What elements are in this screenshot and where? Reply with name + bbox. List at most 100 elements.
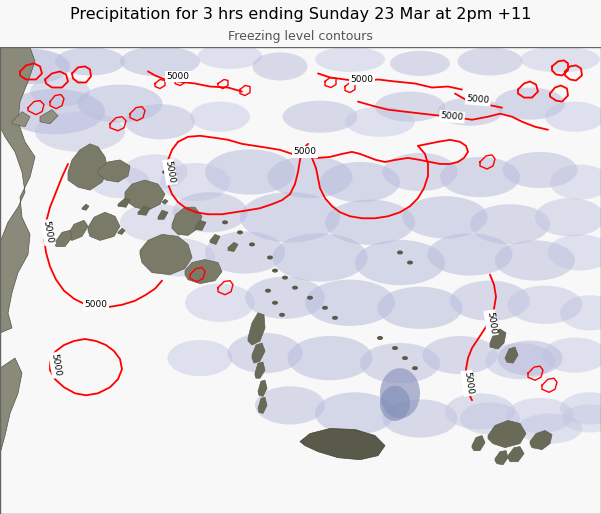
Ellipse shape — [78, 84, 162, 123]
Polygon shape — [228, 243, 238, 251]
Ellipse shape — [272, 269, 278, 272]
Text: 5000: 5000 — [350, 75, 373, 84]
Polygon shape — [195, 221, 206, 230]
Polygon shape — [255, 362, 265, 378]
Ellipse shape — [485, 343, 555, 379]
Ellipse shape — [382, 399, 457, 437]
Ellipse shape — [265, 289, 271, 292]
Ellipse shape — [123, 154, 188, 190]
Polygon shape — [210, 234, 220, 245]
Ellipse shape — [407, 261, 413, 265]
Ellipse shape — [450, 281, 530, 321]
Ellipse shape — [325, 199, 415, 245]
Ellipse shape — [315, 392, 395, 434]
Ellipse shape — [237, 230, 243, 234]
Ellipse shape — [272, 233, 367, 282]
Ellipse shape — [377, 287, 463, 329]
Ellipse shape — [380, 368, 420, 418]
Ellipse shape — [392, 346, 398, 350]
Ellipse shape — [402, 356, 408, 360]
Polygon shape — [55, 230, 72, 246]
Ellipse shape — [185, 284, 255, 322]
Text: 5000: 5000 — [49, 353, 63, 377]
Polygon shape — [258, 397, 267, 413]
Ellipse shape — [120, 203, 190, 242]
Polygon shape — [162, 199, 168, 204]
Ellipse shape — [560, 295, 601, 331]
Ellipse shape — [535, 198, 601, 236]
Ellipse shape — [315, 47, 385, 72]
Ellipse shape — [403, 196, 487, 238]
Ellipse shape — [345, 106, 415, 137]
Polygon shape — [488, 420, 526, 448]
Ellipse shape — [502, 152, 578, 188]
Ellipse shape — [30, 77, 90, 106]
Ellipse shape — [495, 241, 575, 281]
Ellipse shape — [120, 46, 200, 77]
Ellipse shape — [307, 296, 313, 300]
Polygon shape — [66, 221, 88, 241]
Ellipse shape — [190, 102, 250, 132]
Polygon shape — [158, 210, 168, 219]
Ellipse shape — [322, 306, 328, 310]
Text: 5000: 5000 — [485, 311, 497, 335]
Polygon shape — [118, 198, 130, 207]
Ellipse shape — [377, 336, 383, 340]
Ellipse shape — [412, 366, 418, 370]
Ellipse shape — [506, 398, 574, 433]
Text: 5000: 5000 — [293, 148, 317, 156]
Ellipse shape — [470, 204, 550, 245]
Ellipse shape — [145, 238, 215, 277]
Polygon shape — [172, 207, 202, 235]
Ellipse shape — [548, 234, 601, 270]
Ellipse shape — [90, 166, 150, 198]
Polygon shape — [88, 212, 120, 241]
Polygon shape — [252, 343, 265, 363]
Polygon shape — [140, 234, 192, 274]
Polygon shape — [508, 447, 524, 462]
Ellipse shape — [205, 231, 285, 273]
Ellipse shape — [160, 163, 230, 201]
Ellipse shape — [267, 255, 273, 260]
Polygon shape — [490, 329, 506, 349]
Ellipse shape — [543, 338, 601, 373]
Ellipse shape — [440, 157, 520, 197]
Ellipse shape — [355, 240, 445, 285]
Ellipse shape — [375, 91, 445, 122]
Ellipse shape — [498, 340, 563, 376]
Ellipse shape — [423, 336, 498, 374]
Ellipse shape — [560, 392, 601, 425]
Ellipse shape — [397, 250, 403, 254]
Ellipse shape — [495, 87, 565, 120]
Polygon shape — [258, 380, 267, 396]
Ellipse shape — [427, 233, 513, 276]
Ellipse shape — [169, 180, 175, 184]
Ellipse shape — [382, 153, 457, 191]
Polygon shape — [472, 435, 485, 451]
Text: 5000: 5000 — [41, 221, 55, 245]
Ellipse shape — [0, 49, 70, 84]
Polygon shape — [495, 451, 508, 465]
Ellipse shape — [438, 98, 502, 126]
Ellipse shape — [282, 101, 358, 133]
Polygon shape — [0, 358, 22, 454]
Ellipse shape — [457, 47, 522, 76]
Text: 5000: 5000 — [85, 300, 108, 309]
Ellipse shape — [35, 112, 125, 152]
Polygon shape — [185, 260, 222, 284]
Text: Precipitation for 3 hrs ending Sunday 23 Mar at 2pm +11: Precipitation for 3 hrs ending Sunday 23… — [70, 7, 531, 22]
Text: 5000: 5000 — [462, 371, 474, 395]
Ellipse shape — [279, 313, 285, 317]
Ellipse shape — [545, 102, 601, 132]
Polygon shape — [68, 144, 108, 190]
Polygon shape — [138, 206, 150, 215]
Ellipse shape — [267, 156, 353, 198]
Ellipse shape — [517, 413, 582, 444]
Ellipse shape — [228, 333, 302, 373]
Ellipse shape — [252, 52, 308, 81]
Ellipse shape — [287, 336, 373, 380]
Polygon shape — [125, 180, 165, 210]
Polygon shape — [118, 228, 125, 234]
Ellipse shape — [272, 301, 278, 305]
Text: 5000: 5000 — [166, 72, 189, 81]
